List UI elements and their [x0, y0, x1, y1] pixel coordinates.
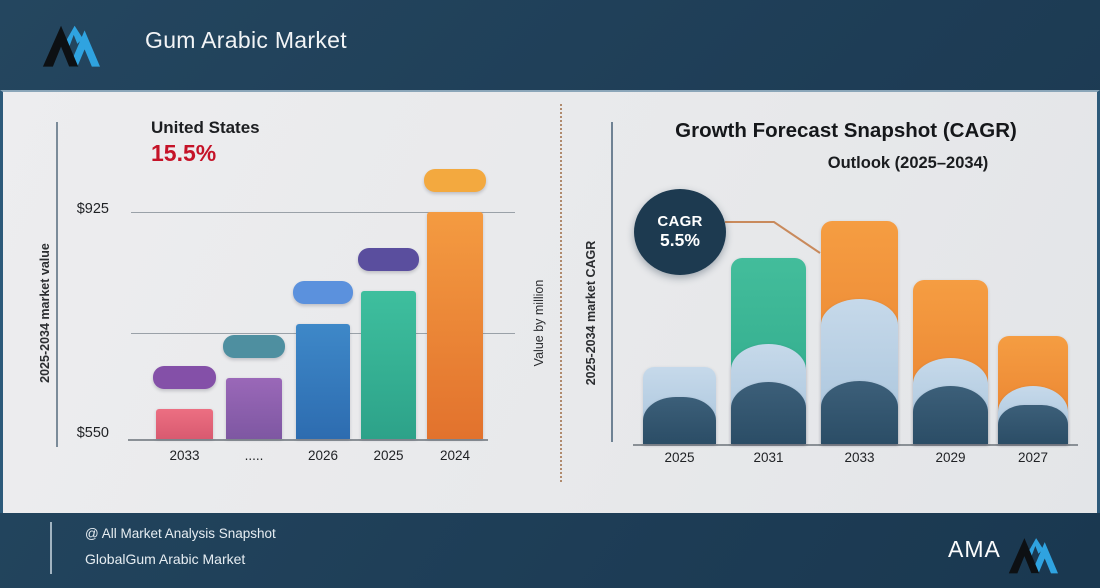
bar-cap-..... [223, 335, 285, 358]
x-label-2025: 2025 [373, 448, 404, 463]
right-chart-subtitle: Outlook (2025–2034) [827, 154, 989, 172]
cagr-badge-value: 5.5% [660, 230, 700, 250]
bar-2026 [296, 324, 350, 439]
left-y-axis-label: 2025-2034 market value [38, 243, 52, 383]
x-label-2026: 2026 [307, 448, 339, 463]
x-label-right-2029: 2029 [935, 450, 966, 465]
growth-percent-label: 15.5% [151, 140, 217, 166]
cagr-badge: CAGR 5.5% [634, 189, 726, 275]
bar-cap-2033 [153, 366, 216, 389]
y-tick-925: $925 [76, 201, 109, 217]
x-label-right-2031: 2031 [753, 450, 784, 465]
left-chart-title: United States [151, 118, 260, 137]
x-label-.....: ..... [244, 448, 264, 463]
right-y-axis-line [611, 122, 613, 442]
segment-2027-navy [998, 405, 1068, 444]
y-tick-550: $550 [76, 425, 109, 441]
right-x-axis-line [633, 444, 1078, 446]
right-chart-title: Growth Forecast Snapshot (CAGR) [675, 119, 1017, 142]
header-band: Gum Arabic Market [0, 0, 1100, 90]
segment-2033-navy [821, 381, 898, 444]
panel-divider-dotted-line [560, 104, 562, 482]
footer-market-text: GlobalGum Arabic Market [85, 551, 246, 567]
x-label-2024: 2024 [439, 448, 471, 463]
gridline-925 [131, 212, 515, 213]
footer-snapshot-text: @ All Market Analysis Snapshot [85, 526, 276, 541]
bar-cap-2025 [358, 248, 419, 271]
ama-logo-icon [42, 25, 100, 67]
bar-2033 [156, 409, 213, 439]
left-y-axis-line [56, 122, 58, 447]
x-label-right-2033: 2033 [844, 450, 875, 465]
footer-brand-text: AMA [948, 536, 1001, 562]
bar-2024 [427, 212, 483, 439]
segment-2025-navy [643, 397, 716, 444]
x-label-2033: 2033 [169, 448, 200, 463]
bar-cap-2026 [293, 281, 353, 304]
value-by-million-label: Value by million [532, 279, 546, 367]
segment-2029-navy [913, 386, 988, 444]
bar-2025 [361, 291, 416, 439]
x-label-right-2027: 2027 [1017, 450, 1049, 465]
footer-vertical-rule [50, 522, 52, 574]
footer-band: @ All Market Analysis Snapshot GlobalGum… [0, 513, 1100, 588]
left-x-axis-line [128, 439, 488, 441]
segment-2031-navy [731, 382, 806, 444]
cagr-badge-label: CAGR [657, 213, 703, 230]
ama-logo-icon-footer [1008, 538, 1058, 574]
bar-cap-2024 [424, 169, 486, 192]
page-title: Gum Arabic Market [145, 27, 347, 53]
x-label-right-2025: 2025 [664, 450, 695, 465]
bar-..... [226, 378, 282, 439]
charts-panel: $925 $550 2025-2034 market value United … [0, 90, 1100, 513]
right-y-axis-label: 2025-2034 market CAGR [584, 240, 598, 386]
